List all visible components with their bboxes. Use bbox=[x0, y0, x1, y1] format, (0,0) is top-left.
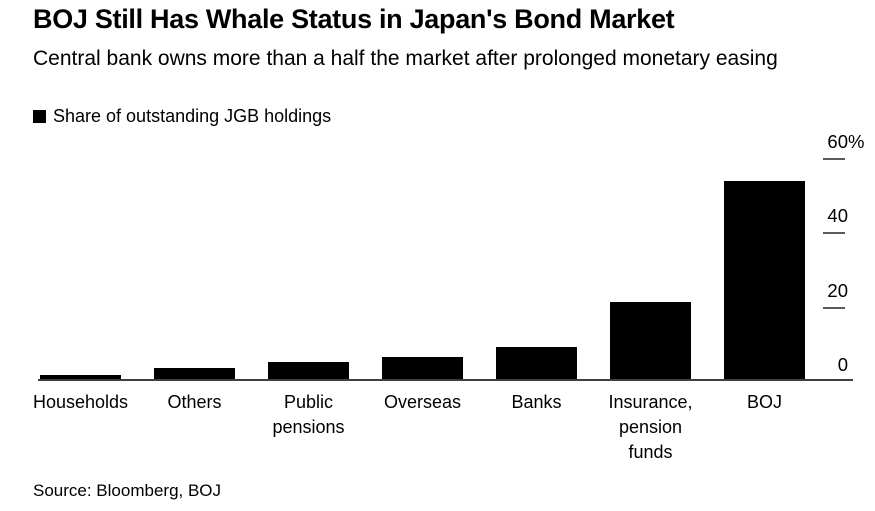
x-category-label-insurance-pension-funds: Insurance, pension funds bbox=[594, 390, 708, 465]
x-category-label-line: pensions bbox=[272, 417, 345, 437]
y-tick-mark-40 bbox=[823, 232, 845, 234]
x-category-label-line: Public bbox=[283, 392, 334, 412]
x-category-label-line: pension bbox=[618, 417, 683, 437]
y-tick-mark-20 bbox=[823, 307, 845, 309]
x-category-label-overseas: Overseas bbox=[366, 390, 480, 415]
bar-others bbox=[154, 368, 235, 379]
bar-households bbox=[40, 375, 121, 379]
x-category-label-line: Banks bbox=[511, 392, 562, 412]
percent-sign: % bbox=[848, 131, 865, 152]
x-category-label-line: Overseas bbox=[383, 392, 462, 412]
x-axis-baseline bbox=[38, 379, 853, 381]
x-category-label-line: funds bbox=[628, 442, 673, 462]
legend: Share of outstanding JGB holdings bbox=[33, 106, 331, 126]
x-category-label-line: BOJ bbox=[746, 392, 782, 412]
bar-overseas bbox=[382, 357, 463, 379]
y-tick-label-60: 60% bbox=[760, 131, 864, 152]
legend-swatch-icon bbox=[33, 109, 46, 123]
x-category-label-boj: BOJ bbox=[708, 390, 822, 415]
x-category-label-line: Households bbox=[32, 392, 129, 412]
bar-public-pensions bbox=[268, 362, 349, 379]
y-tick-mark-60 bbox=[823, 158, 845, 160]
x-category-label-line: Others bbox=[167, 392, 222, 412]
y-tick-number: 60 bbox=[827, 131, 848, 152]
legend-label: Share of outstanding JGB holdings bbox=[53, 105, 332, 126]
y-tick-label-20: 20 bbox=[827, 279, 848, 301]
y-tick-label-40: 40 bbox=[827, 205, 848, 227]
chart-title: BOJ Still Has Whale Status in Japan's Bo… bbox=[33, 4, 675, 34]
chart-subtitle: Central bank owns more than a half the m… bbox=[33, 47, 778, 70]
source-note: Source: Bloomberg, BOJ bbox=[33, 481, 222, 500]
bar-insurance-pension-funds bbox=[610, 302, 691, 379]
x-category-label-banks: Banks bbox=[480, 390, 594, 415]
y-tick-label-0: 0 bbox=[837, 354, 848, 375]
x-category-label-public-pensions: Public pensions bbox=[252, 390, 366, 440]
x-category-label-others: Others bbox=[138, 390, 252, 415]
x-category-label-line: Insurance, bbox=[608, 392, 693, 412]
bar-banks bbox=[496, 347, 577, 379]
bar-boj bbox=[724, 181, 805, 379]
x-category-label-households: Households bbox=[24, 390, 138, 415]
